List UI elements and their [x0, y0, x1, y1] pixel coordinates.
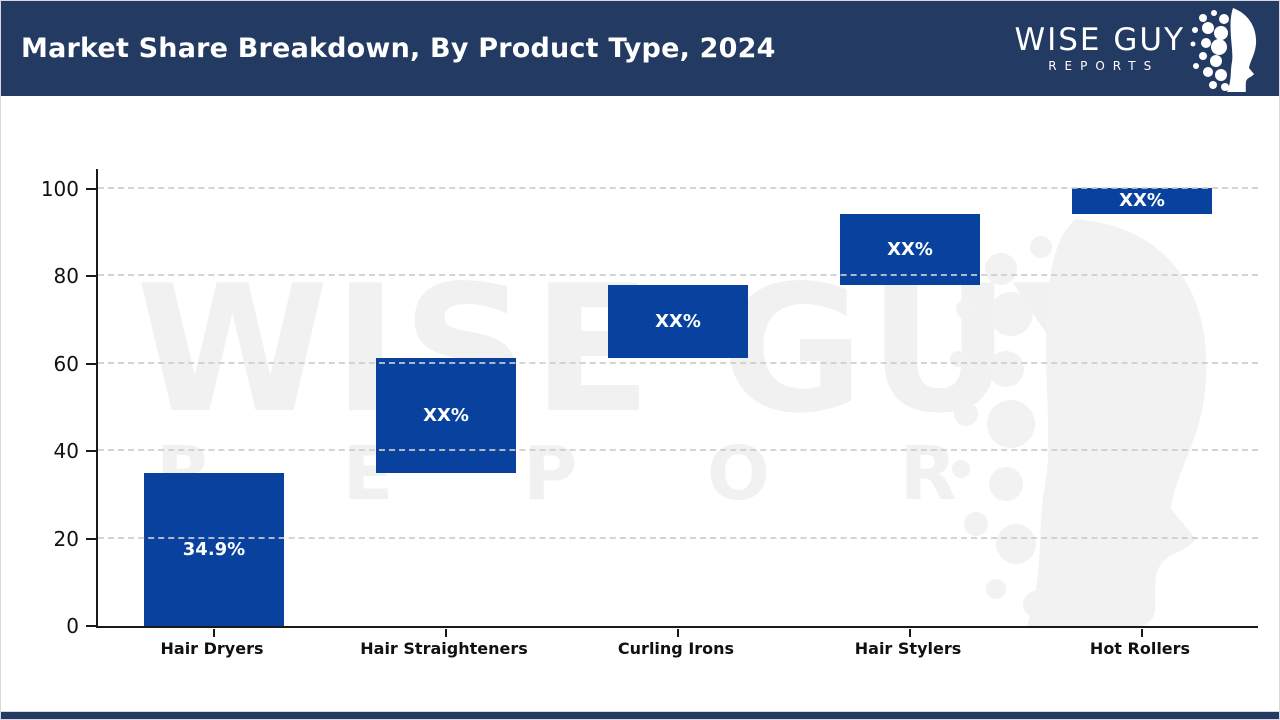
gridline [98, 449, 1258, 452]
wise-guy-logo: WISE GUY REPORTS [1014, 6, 1261, 92]
x-tick-label: Hot Rollers [1089, 639, 1191, 658]
gridline [98, 361, 1258, 364]
y-tick-label: 60 [53, 351, 79, 376]
logo-subtitle: REPORTS [1048, 59, 1160, 73]
x-tick-label: Hair Dryers [160, 639, 264, 658]
footer-band [1, 712, 1279, 719]
page-title: Market Share Breakdown, By Product Type,… [21, 33, 776, 64]
bar-value-label: 34.9% [182, 539, 246, 561]
gridline [98, 186, 1258, 189]
bar-value-label: XX% [887, 238, 933, 260]
bar-value-label: XX% [423, 405, 469, 427]
logo-text: WISE GUY REPORTS [1014, 22, 1185, 73]
y-tick-mark [86, 625, 96, 627]
bar: XX% [608, 284, 748, 358]
bar: 34.9% [144, 473, 284, 626]
x-tick-label: Hair Straighteners [360, 639, 528, 658]
y-axis: 0 20 40 60 80 100 [1, 169, 81, 638]
x-tick-mark [909, 629, 911, 637]
x-tick-mark [1141, 629, 1143, 637]
logo-head-icon [1190, 7, 1257, 92]
y-tick-label: 80 [53, 264, 79, 289]
y-tick-label: 40 [53, 439, 79, 464]
x-tick-mark [677, 629, 679, 637]
logo-wordmark: WISE GUY [1014, 22, 1185, 58]
x-tick-label: Curling Irons [617, 639, 735, 658]
bar: XX% [840, 214, 980, 285]
x-tick-label: Hair Stylers [854, 639, 962, 658]
bar: XX% [376, 357, 516, 474]
y-tick-label: 100 [40, 176, 79, 201]
gridline [98, 274, 1258, 277]
y-tick-mark [86, 450, 96, 453]
y-tick-mark [86, 187, 96, 190]
y-tick-label: 20 [53, 526, 79, 551]
bar-value-label: XX% [1119, 190, 1165, 212]
footer-divider [1, 711, 1279, 712]
gridline [98, 536, 1258, 539]
y-tick-mark [86, 275, 96, 278]
bar-value-label: XX% [655, 310, 701, 332]
plot-area: 34.9% XX% XX% XX% XX% [86, 169, 1258, 637]
x-tick-mark [213, 629, 215, 637]
y-tick-label: 0 [66, 614, 79, 638]
x-tick-mark [445, 629, 447, 637]
y-tick-mark [86, 537, 96, 540]
header-band: Market Share Breakdown, By Product Type,… [1, 1, 1279, 96]
y-tick-mark [86, 362, 96, 365]
x-axis: Hair Dryers Hair Straighteners Curling Iro… [96, 639, 1256, 669]
bar: XX% [1072, 187, 1212, 215]
